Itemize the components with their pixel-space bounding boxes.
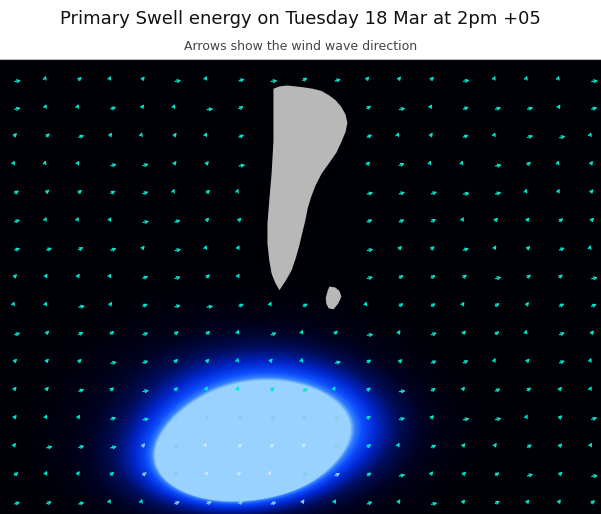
Polygon shape (267, 85, 347, 290)
Polygon shape (326, 287, 341, 309)
Text: Primary Swell energy on Tuesday 18 Mar at 2pm +05: Primary Swell energy on Tuesday 18 Mar a… (60, 10, 541, 28)
Text: Arrows show the wind wave direction: Arrows show the wind wave direction (184, 40, 417, 52)
